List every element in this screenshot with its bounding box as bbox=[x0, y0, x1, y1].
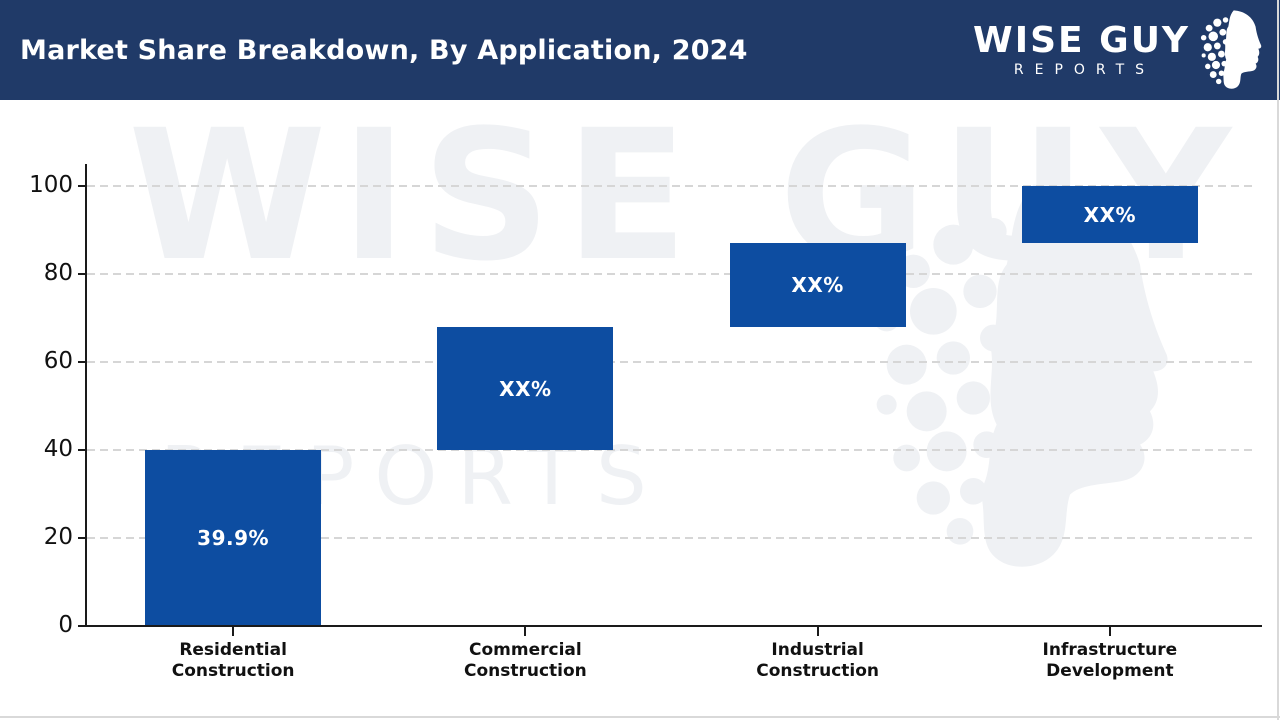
gridline-100 bbox=[87, 185, 1256, 187]
y-tick-20 bbox=[78, 537, 87, 539]
x-axis bbox=[85, 625, 1262, 627]
y-tick-60 bbox=[78, 361, 87, 363]
bar-2: XX% bbox=[437, 326, 614, 451]
page-bottom-rule bbox=[0, 716, 1280, 718]
x-tick-2 bbox=[524, 627, 527, 636]
page-right-rule bbox=[1277, 0, 1279, 720]
x-tick-3 bbox=[816, 627, 819, 636]
y-tick-label-60: 60 bbox=[43, 348, 73, 374]
x-tick-1 bbox=[232, 627, 235, 636]
bar-label-3: XX% bbox=[791, 272, 844, 297]
y-axis bbox=[85, 164, 87, 627]
y-tick-80 bbox=[78, 273, 87, 275]
x-category-label-4: Infrastructure Development bbox=[1042, 640, 1178, 682]
y-tick-label-40: 40 bbox=[43, 436, 73, 462]
y-tick-40 bbox=[78, 449, 87, 451]
bar-label-1: 39.9% bbox=[197, 526, 270, 551]
bar-label-2: XX% bbox=[499, 376, 552, 401]
bar-label-4: XX% bbox=[1083, 202, 1137, 227]
logo-line2: REPORTS bbox=[1013, 62, 1156, 78]
bar-4: XX% bbox=[1021, 186, 1198, 244]
gridline-40 bbox=[87, 449, 1256, 451]
gridline-60 bbox=[87, 361, 1256, 363]
logo-wordmark: WISE GUY REPORTS bbox=[972, 20, 1190, 78]
gridline-20 bbox=[87, 537, 1256, 539]
wiseguy-logo: WISE GUY REPORTS bbox=[973, 9, 1266, 91]
header-bar: Market Share Breakdown, By Application, … bbox=[0, 0, 1280, 100]
page-title: Market Share Breakdown, By Application, … bbox=[20, 34, 748, 66]
chart-area: WISE GUY REPORTS 0 20 40 60 80 100 39.9% Reside… bbox=[0, 92, 1280, 720]
y-tick-label-80: 80 bbox=[43, 260, 73, 286]
y-tick-label-0: 0 bbox=[58, 612, 73, 638]
logo-line1: WISE GUY bbox=[972, 20, 1190, 61]
x-category-label-2: Commercial Construction bbox=[463, 640, 587, 682]
y-tick-label-100: 100 bbox=[29, 172, 73, 198]
y-tick-label-20: 20 bbox=[43, 524, 73, 550]
bar-3: XX% bbox=[729, 243, 906, 327]
y-tick-0 bbox=[78, 625, 87, 627]
bar-1: 39.9% bbox=[145, 450, 322, 626]
x-tick-4 bbox=[1108, 627, 1111, 636]
gridline-80 bbox=[87, 273, 1256, 275]
x-category-label-1: Residential Construction bbox=[171, 640, 295, 682]
y-tick-100 bbox=[78, 185, 87, 187]
x-category-label-3: Industrial Construction bbox=[756, 640, 880, 682]
